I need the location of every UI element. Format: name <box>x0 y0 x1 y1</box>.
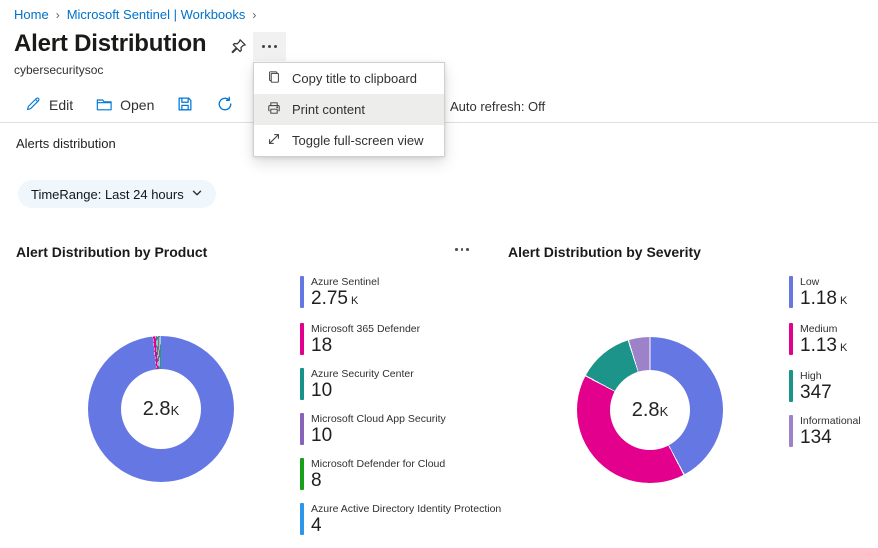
legend-value: 18 <box>311 335 333 356</box>
legend-item[interactable]: Medium 1.13 K <box>789 323 861 358</box>
legend-label: Informational <box>800 415 861 427</box>
legend-color-bar <box>300 458 304 490</box>
legend-value: 10 <box>311 425 333 446</box>
legend-item[interactable]: Informational 134 <box>789 415 861 448</box>
legend-label: Azure Security Center <box>311 368 414 380</box>
legend-value: 1.18 K <box>800 288 848 309</box>
legend-item[interactable]: Azure Active Directory Identity Protecti… <box>300 503 501 536</box>
breadcrumb: Home › Microsoft Sentinel | Workbooks › <box>14 7 256 22</box>
legend-color-bar <box>789 370 793 402</box>
toolbar: Edit Open <box>25 93 275 117</box>
legend-label: Low <box>800 276 820 288</box>
menu-item-copy[interactable]: Copy title to clipboard <box>254 63 444 94</box>
legend-item[interactable]: Microsoft 365 Defender 18 <box>300 323 501 356</box>
pin-button[interactable] <box>227 37 249 59</box>
donut-chart-severity[interactable]: 2.8k <box>577 337 723 483</box>
time-range-label: TimeRange: Last 24 hours <box>31 186 184 202</box>
workbook-subscription-label: cybersecuritysoc <box>14 63 104 77</box>
legend-item[interactable]: Azure Sentinel 2.75 K <box>300 276 501 311</box>
legend-value: 2.75 K <box>311 288 359 309</box>
legend-item[interactable]: High 347 <box>789 370 861 403</box>
legend-color-bar <box>300 503 304 535</box>
pencil-icon <box>25 95 42 115</box>
legend-color-bar <box>789 415 793 447</box>
fullscreen-icon <box>266 131 282 150</box>
more-options-button[interactable] <box>253 32 286 61</box>
legend-label: High <box>800 370 822 382</box>
legend-item[interactable]: Low 1.18 K <box>789 276 861 311</box>
open-label: Open <box>120 97 155 113</box>
donut-hole: 2.8k <box>121 369 201 449</box>
open-button[interactable]: Open <box>95 96 154 115</box>
donut-total-label: 2.8k <box>142 397 180 420</box>
breadcrumb-home[interactable]: Home <box>14 7 49 22</box>
legend-color-bar <box>300 323 304 355</box>
donut-chart-product[interactable]: 2.8k <box>88 336 234 482</box>
legend-item[interactable]: Microsoft Defender for Cloud 8 <box>300 458 501 491</box>
page-title: Alert Distribution <box>14 30 207 57</box>
legend-value: 1.13 K <box>800 335 848 356</box>
legend-label: Microsoft Cloud App Security <box>311 413 446 425</box>
folder-icon <box>95 96 113 115</box>
chevron-down-icon <box>191 187 203 202</box>
breadcrumb-separator-icon: › <box>252 7 257 22</box>
edit-label: Edit <box>49 97 74 113</box>
menu-item-label: Toggle full-screen view <box>292 133 424 148</box>
menu-item-label: Copy title to clipboard <box>292 71 418 86</box>
menu-item-label: Print content <box>292 102 365 117</box>
legend-color-bar <box>300 413 304 445</box>
context-menu: Copy title to clipboard Print content Togg… <box>253 62 445 157</box>
legend-label: Microsoft 365 Defender <box>311 323 421 335</box>
pin-icon <box>228 39 248 60</box>
legend-value: 10 <box>311 380 333 401</box>
legend-label: Azure Sentinel <box>311 276 380 288</box>
legend-color-bar <box>789 323 793 355</box>
donut-total-label: 2.8k <box>631 398 669 421</box>
save-icon <box>176 95 194 116</box>
legend-value: 4 <box>311 515 322 536</box>
legend-label: Microsoft Defender for Cloud <box>311 458 446 470</box>
chart-title-severity: Alert Distribution by Severity <box>508 244 701 260</box>
copy-icon <box>266 69 282 88</box>
legend-label: Azure Active Directory Identity Protecti… <box>311 503 502 515</box>
legend-color-bar <box>300 276 304 308</box>
legend-product: Azure Sentinel 2.75 K Microsoft 365 Defende… <box>300 276 501 548</box>
chart-title-product: Alert Distribution by Product <box>16 244 208 260</box>
legend-value: 347 <box>800 382 832 403</box>
refresh-button[interactable] <box>216 95 234 116</box>
legend-item[interactable]: Azure Security Center 10 <box>300 368 501 401</box>
menu-item-printer[interactable]: Print content <box>254 94 444 125</box>
ellipsis-icon <box>455 248 458 251</box>
auto-refresh-status: Auto refresh: Off <box>450 99 546 114</box>
legend-label: Medium <box>800 323 838 335</box>
time-range-filter[interactable]: TimeRange: Last 24 hours <box>18 180 216 208</box>
legend-color-bar <box>300 368 304 400</box>
legend-severity: Low 1.18 K Medium 1.13 K High 347 Informational 1… <box>789 276 861 460</box>
refresh-icon <box>216 95 234 116</box>
legend-value: 134 <box>800 427 832 448</box>
ellipsis-icon <box>262 45 265 48</box>
printer-icon <box>266 100 282 119</box>
save-button[interactable] <box>176 95 194 116</box>
legend-value: 8 <box>311 470 322 491</box>
breadcrumb-separator-icon: › <box>55 7 60 22</box>
workbook-section-label: Alerts distribution <box>16 136 116 151</box>
menu-item-fullscreen[interactable]: Toggle full-screen view <box>254 125 444 156</box>
legend-color-bar <box>789 276 793 308</box>
edit-button[interactable]: Edit <box>25 95 73 115</box>
chart-more-options-button[interactable] <box>455 248 469 251</box>
legend-item[interactable]: Microsoft Cloud App Security 10 <box>300 413 501 446</box>
breadcrumb-sentinel-workbooks[interactable]: Microsoft Sentinel | Workbooks <box>66 7 246 22</box>
donut-hole: 2.8k <box>610 370 690 450</box>
